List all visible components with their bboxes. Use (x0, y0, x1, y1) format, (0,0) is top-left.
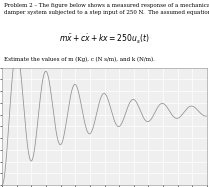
Text: $m\ddot{x} + c\dot{x} + kx = 250u_s(t)$: $m\ddot{x} + c\dot{x} + kx = 250u_s(t)$ (59, 33, 150, 46)
Text: Estimate the values of m (Kg), c (N s/m), and k (N/m).: Estimate the values of m (Kg), c (N s/m)… (4, 57, 155, 62)
Text: Problem 2 – The figure below shows a measured response of a mechanical mass-spri: Problem 2 – The figure below shows a mea… (4, 3, 209, 15)
